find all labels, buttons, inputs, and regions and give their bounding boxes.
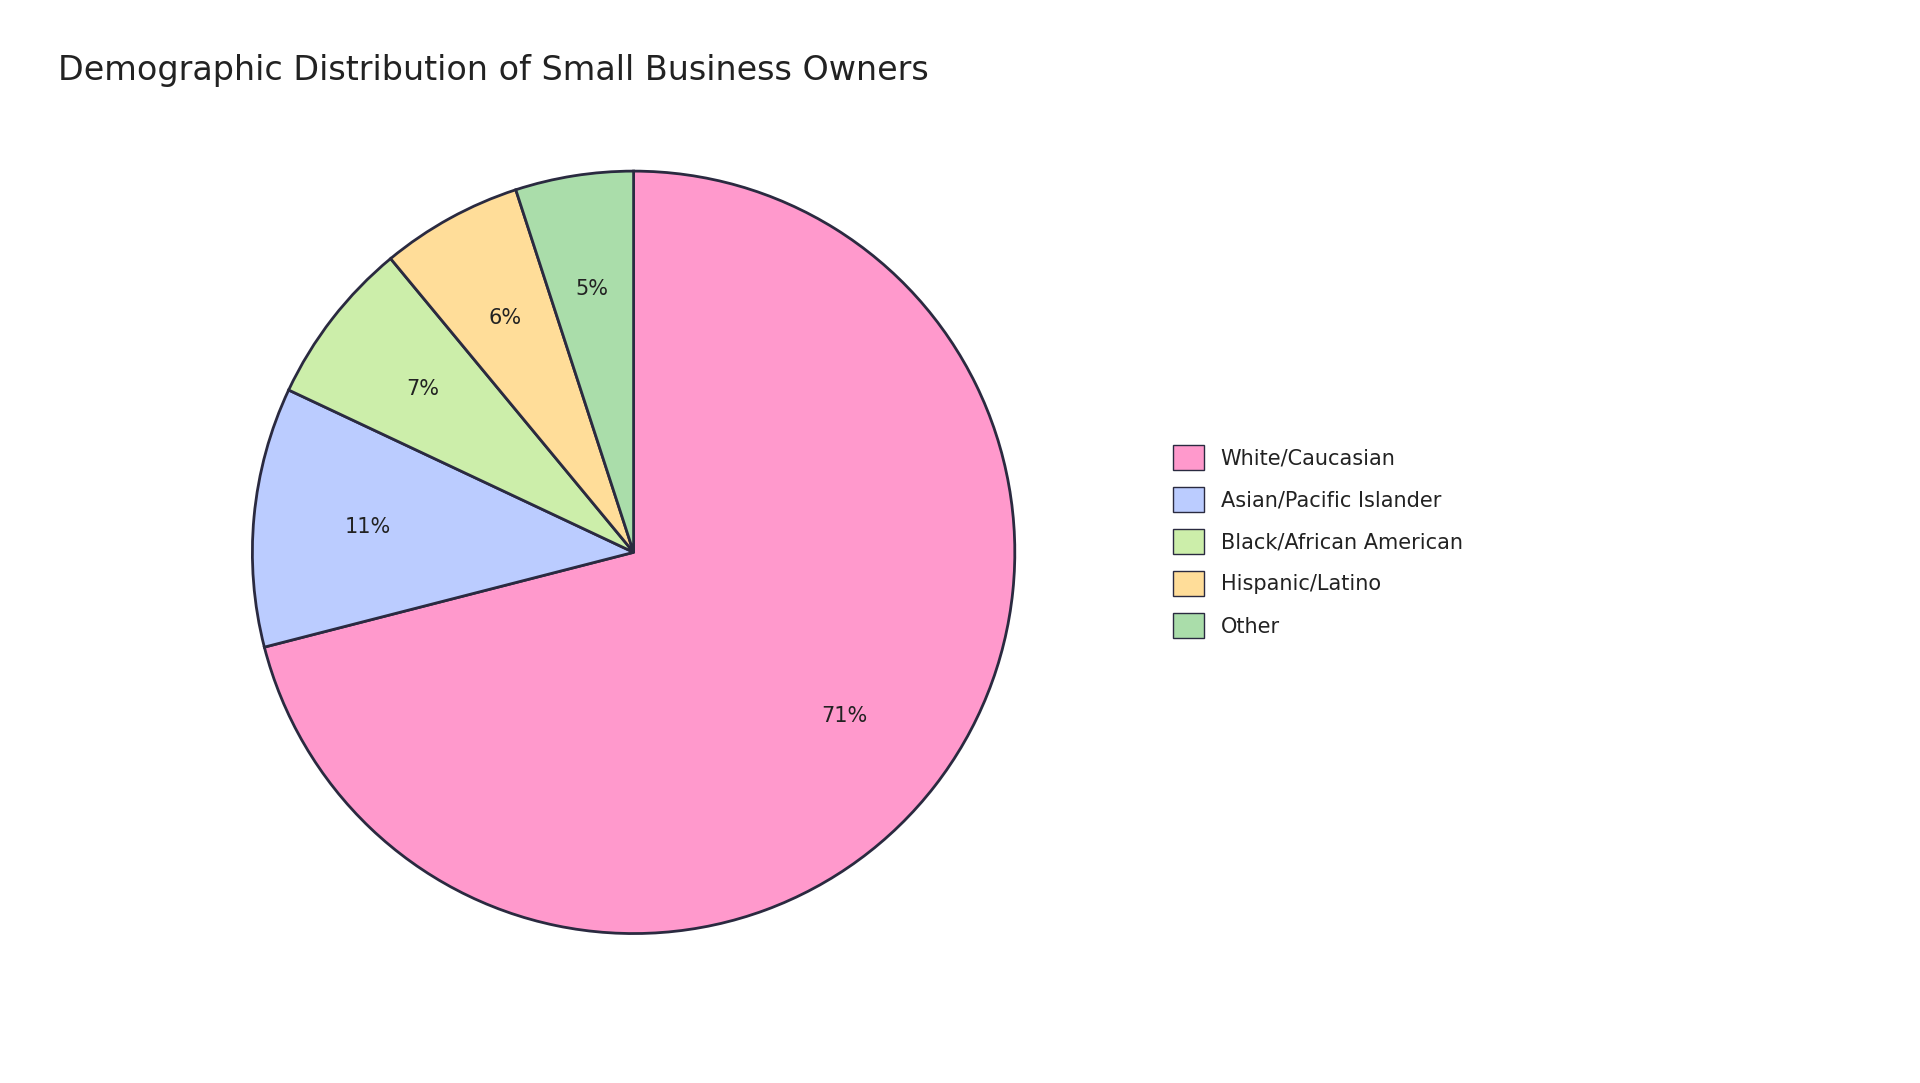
Wedge shape (390, 190, 634, 552)
Text: 71%: 71% (822, 706, 868, 726)
Text: 7%: 7% (407, 379, 440, 399)
Wedge shape (265, 171, 1016, 934)
Legend: White/Caucasian, Asian/Pacific Islander, Black/African American, Hispanic/Latino: White/Caucasian, Asian/Pacific Islander,… (1162, 434, 1473, 649)
Text: Demographic Distribution of Small Business Owners: Demographic Distribution of Small Busine… (58, 54, 929, 87)
Text: 11%: 11% (346, 518, 392, 537)
Text: 5%: 5% (576, 278, 609, 299)
Wedge shape (288, 259, 634, 552)
Wedge shape (252, 390, 634, 648)
Text: 6%: 6% (488, 309, 522, 328)
Wedge shape (516, 171, 634, 552)
